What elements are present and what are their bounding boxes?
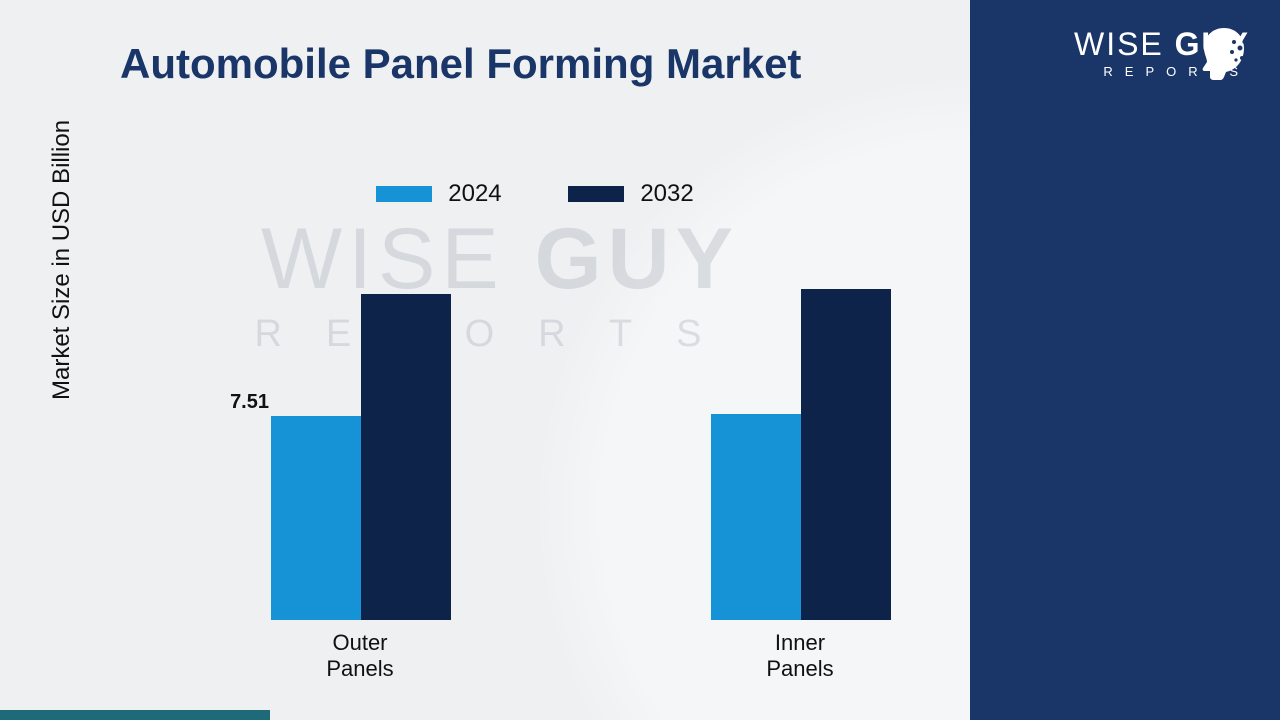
legend-swatch-2032	[568, 186, 624, 202]
footer-accent-bar	[0, 710, 270, 720]
plot-area: 7.51	[100, 240, 971, 621]
catlab-inner-l1: Inner	[775, 630, 825, 655]
bar-outer-2024: 7.51	[271, 416, 361, 620]
value-label-outer-2024: 7.51	[230, 391, 269, 414]
chart-area: Market Size in USD Billion 2024 2032 7.5…	[100, 180, 970, 680]
brand-logo: WISE GUY REPORTS	[1074, 28, 1250, 79]
bar-outer-2032	[361, 294, 451, 620]
category-label-inner: InnerPanels	[710, 630, 890, 683]
catlab-outer-l1: Outer	[332, 630, 387, 655]
legend-swatch-2024	[376, 186, 432, 202]
head-silhouette-icon	[1194, 24, 1254, 84]
legend-item-2024: 2024	[376, 180, 501, 208]
chart-title: Automobile Panel Forming Market	[120, 40, 801, 88]
bar-inner-2032	[801, 289, 891, 620]
legend-label-2024: 2024	[448, 180, 501, 208]
y-axis-label: Market Size in USD Billion	[48, 120, 76, 400]
catlab-outer-l2: Panels	[326, 656, 393, 681]
bar-inner-2024	[711, 414, 801, 620]
legend-item-2032: 2032	[568, 180, 693, 208]
logo-thin: WISE	[1074, 26, 1164, 62]
category-label-outer: OuterPanels	[270, 630, 450, 683]
legend: 2024 2032	[100, 180, 970, 209]
right-brand-panel	[970, 0, 1280, 720]
chart-canvas: WISE GUY REPORTS WISE GUY REPORTS Automo…	[0, 0, 1280, 720]
legend-label-2032: 2032	[640, 180, 693, 208]
catlab-inner-l2: Panels	[766, 656, 833, 681]
